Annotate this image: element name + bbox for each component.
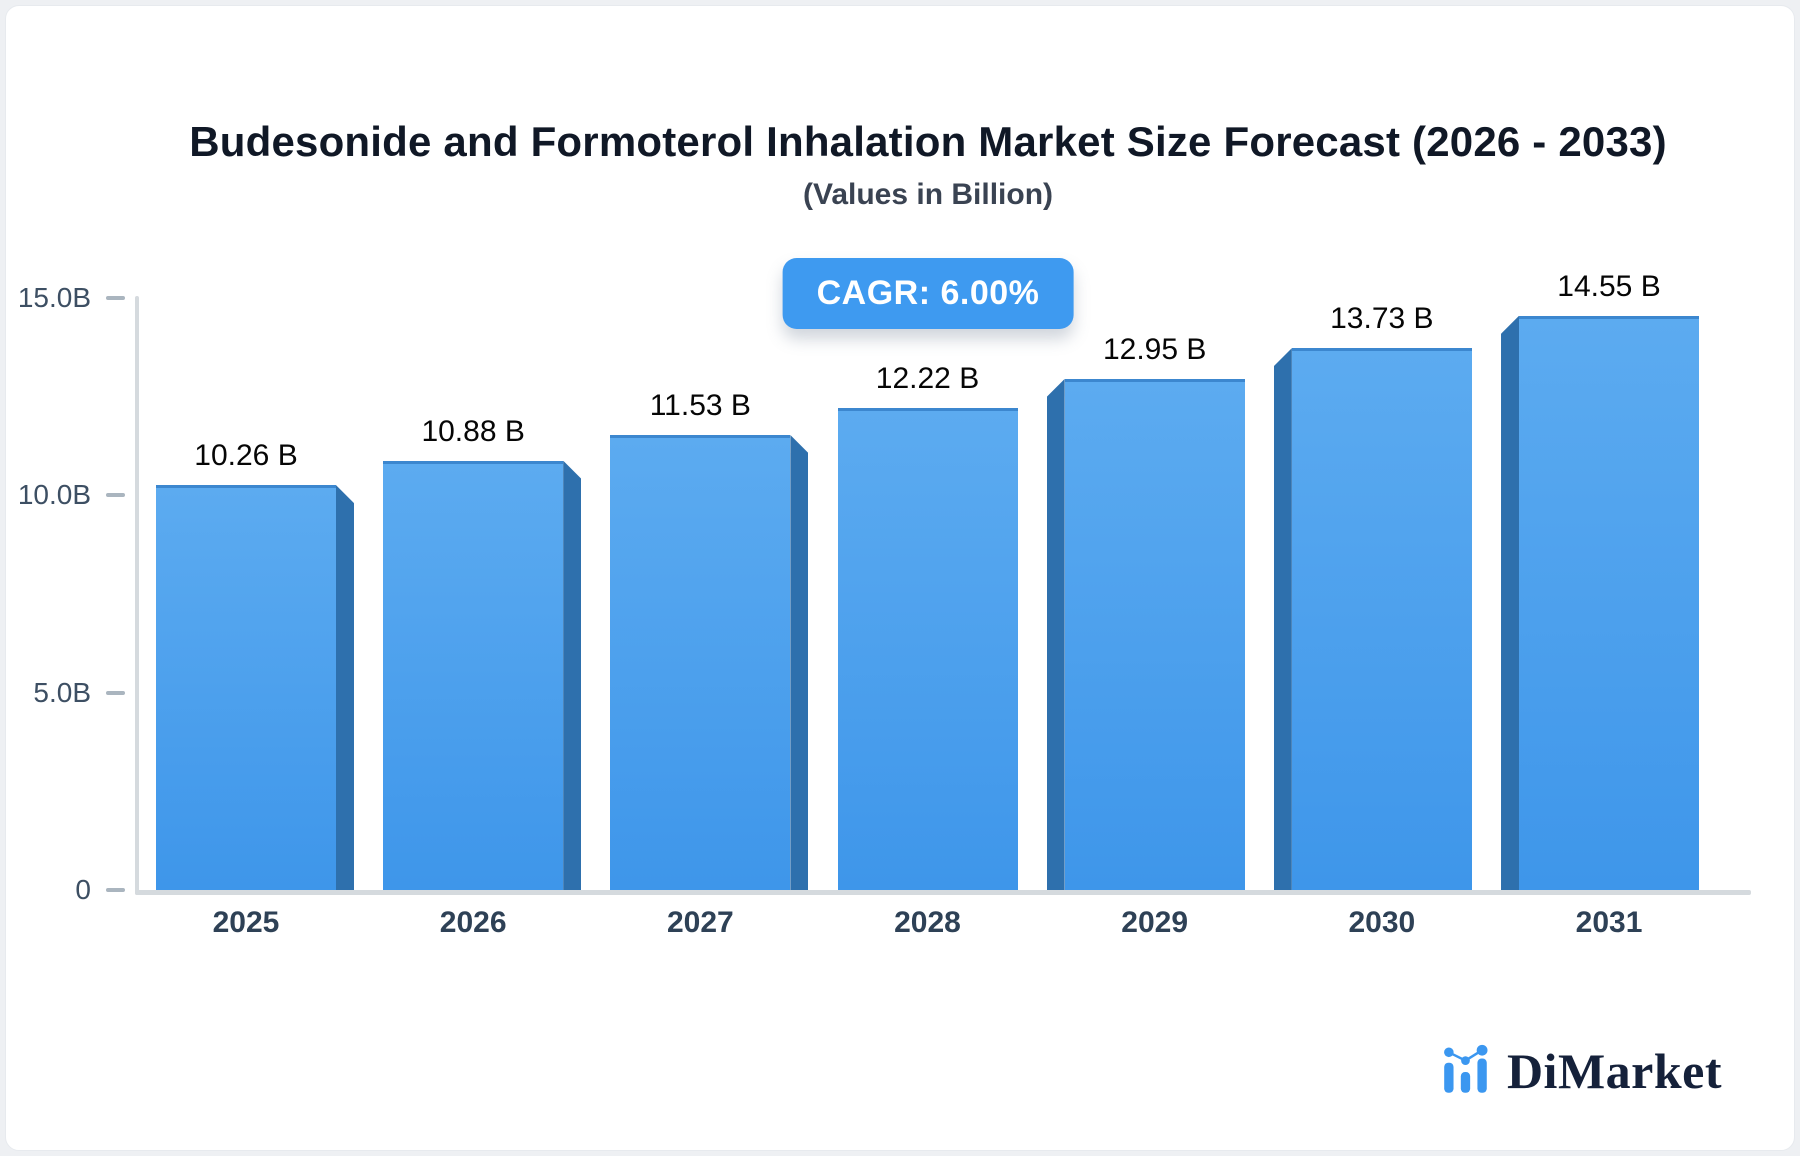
x-tick-label: 2027: [666, 906, 734, 939]
y-tick-dash: [106, 690, 125, 695]
dimarket-logo: DiMarket: [1439, 1042, 1722, 1100]
bar-face: [1291, 348, 1472, 890]
bar-face: [610, 434, 791, 890]
bar-side: [1046, 378, 1065, 890]
bar-value-label: 14.55 B: [1557, 269, 1661, 303]
bar-chart-logo-icon: [1439, 1044, 1493, 1098]
y-tick-dash: [106, 493, 125, 498]
plot-area: 15.0B 10.0B 5.0B 0 10.26 B 2025 10.88 B 2026 11.…: [18, 270, 1751, 939]
logo-wordmark: DiMarket: [1506, 1043, 1722, 1099]
bar-value-label: 10.88 B: [421, 414, 525, 448]
x-tick-label: 2028: [894, 906, 961, 939]
bar-face: [1519, 315, 1700, 890]
x-tick-label: 2025: [212, 906, 280, 939]
bar-side: [790, 434, 809, 890]
y-tick-label: 15.0B: [17, 282, 91, 313]
bar-value-label: 12.95 B: [1102, 332, 1207, 366]
y-tick-label: 5.0B: [33, 676, 91, 708]
x-tick-label: 2026: [439, 906, 507, 939]
bar-value-label: 11.53 B: [649, 388, 751, 422]
x-tick-label: 2030: [1348, 906, 1416, 939]
bar-side: [1273, 348, 1292, 890]
bar-face: [156, 485, 336, 890]
chart-subtitle: (Values in Billion): [802, 178, 1054, 211]
bar-side: [563, 460, 582, 890]
cagr-badge: CAGR: 6.00%: [782, 258, 1074, 329]
x-axis-baseline: [135, 890, 1751, 895]
y-tick-dash: [106, 296, 125, 300]
bar-face: [1064, 378, 1245, 890]
cagr-badge-label: CAGR: 6.00%: [816, 274, 1040, 312]
bar-value-label: 10.26 B: [194, 439, 298, 473]
bar-side: [1501, 315, 1520, 890]
bar-face: [837, 407, 1018, 890]
y-tick-label: 0: [75, 874, 91, 905]
y-tick-label: 10.0B: [17, 479, 91, 511]
bar-side: [336, 485, 354, 890]
bar-face: [383, 460, 564, 890]
chart-title: Budesonide and Formoterol Inhalation Mar…: [189, 118, 1667, 165]
y-axis: [135, 296, 139, 895]
bar-value-label: 12.22 B: [875, 361, 980, 395]
y-tick-dash: [106, 888, 125, 892]
chart-card: Budesonide and Formoterol Inhalation Mar…: [5, 5, 1795, 1151]
bar-value-label: 13.73 B: [1330, 302, 1434, 336]
x-tick-label: 2029: [1121, 906, 1189, 939]
x-tick-label: 2031: [1575, 906, 1643, 939]
